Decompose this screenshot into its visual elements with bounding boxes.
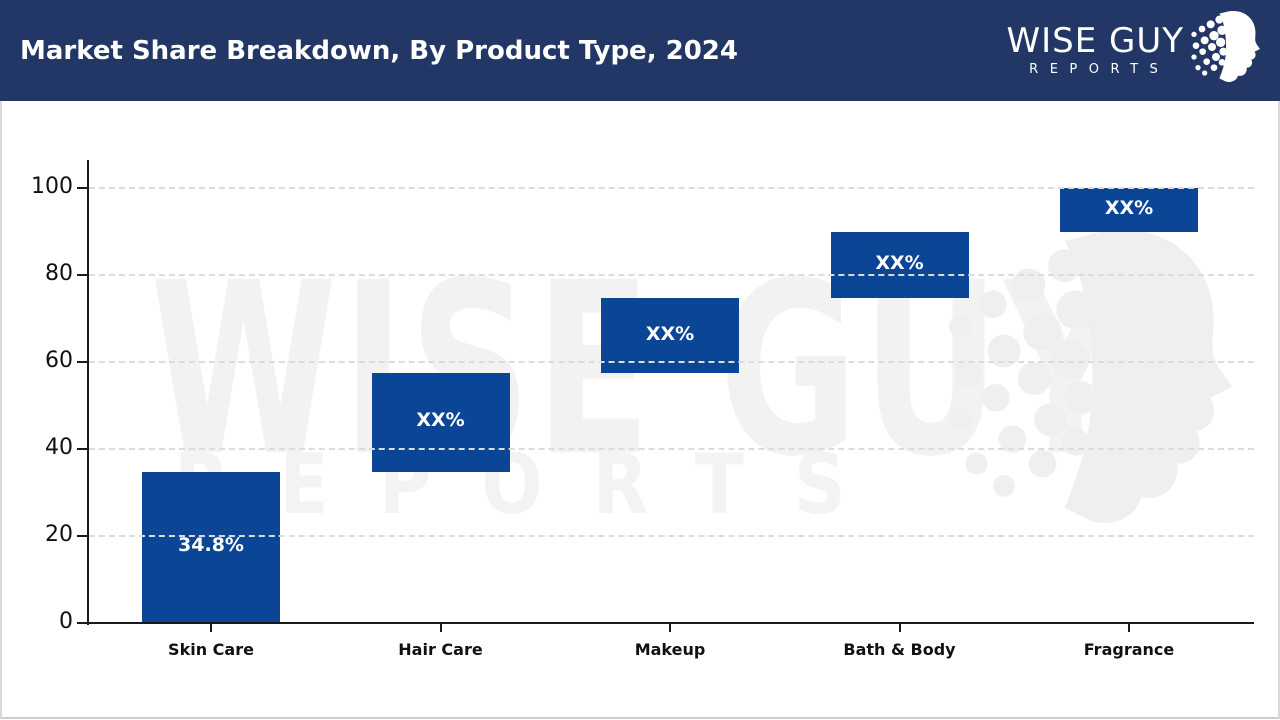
x-axis-category-label: Bath & Body	[843, 640, 956, 659]
x-axis-tick	[439, 624, 442, 632]
y-axis-tick	[77, 448, 87, 450]
logo-text: WISE GUY REPORTS	[1006, 21, 1184, 77]
y-axis-tick	[77, 361, 87, 363]
y-axis-tick	[77, 535, 87, 537]
x-axis-category-label: Fragrance	[1083, 640, 1175, 659]
y-axis-tick	[77, 622, 87, 624]
y-axis-tick	[77, 274, 87, 276]
bar-fragrance	[1060, 188, 1198, 233]
x-axis-tick	[669, 624, 671, 632]
bar-hair-care	[371, 373, 510, 472]
y-axis-tick-label: 80	[45, 261, 73, 286]
x-axis-tick	[210, 624, 212, 632]
gridline	[89, 535, 1254, 537]
bar-value-label: XX%	[875, 252, 924, 275]
y-axis-tick-label: 40	[45, 435, 73, 460]
bar-value-label: XX%	[1104, 197, 1154, 220]
x-axis-line	[87, 622, 1254, 624]
x-axis-tick	[1128, 624, 1130, 632]
y-axis-tick-label: 0	[59, 609, 73, 634]
gridline	[89, 274, 1254, 276]
y-axis-tick-label: 60	[45, 348, 73, 373]
header-bar: Market Share Breakdown, By Product Type,…	[0, 0, 1280, 101]
bar-value-label: XX%	[416, 409, 465, 432]
x-axis-tick	[898, 624, 901, 632]
x-axis-category-label: Hair Care	[398, 640, 483, 659]
y-axis-tick-label: 100	[31, 174, 73, 199]
logo-wordmark: WISE GUY	[1006, 21, 1184, 62]
page-title: Market Share Breakdown, By Product Type,…	[20, 35, 738, 66]
bar-makeup	[601, 298, 739, 374]
gridline	[89, 361, 1254, 363]
x-axis-category-label: Skin Care	[168, 640, 254, 659]
logo-head-icon	[1191, 10, 1260, 82]
bar-value-label: 34.8%	[178, 534, 244, 557]
y-axis-tick-label: 20	[45, 522, 73, 547]
wise-guy-logo: WISE GUY REPORTS	[1006, 7, 1266, 95]
watermark-subtitle: REPORTS	[174, 436, 896, 533]
gridline	[89, 448, 1254, 450]
logo-subtitle: REPORTS	[1029, 61, 1170, 77]
x-axis-category-label: Makeup	[634, 640, 706, 659]
gridline	[89, 187, 1254, 189]
y-axis-line	[87, 160, 89, 625]
bar-skin-care	[142, 471, 280, 623]
y-axis-tick	[77, 187, 87, 189]
bar-value-label: XX%	[645, 322, 695, 345]
bar-bath-body	[830, 232, 969, 299]
